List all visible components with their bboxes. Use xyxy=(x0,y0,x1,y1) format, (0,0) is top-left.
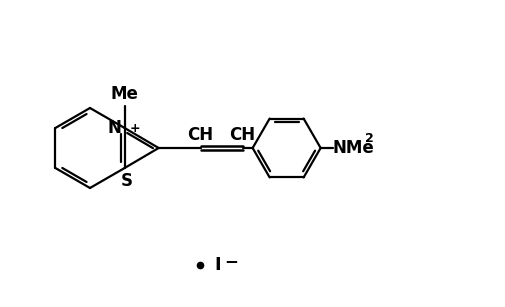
Text: S: S xyxy=(121,172,133,190)
Text: Me: Me xyxy=(111,85,138,103)
Text: N: N xyxy=(108,119,122,137)
Text: +: + xyxy=(130,122,140,135)
Text: I: I xyxy=(214,256,221,274)
Text: −: − xyxy=(224,252,238,270)
Text: CH: CH xyxy=(187,126,214,144)
Text: CH: CH xyxy=(230,126,256,144)
Text: NMe: NMe xyxy=(333,139,374,157)
Text: 2: 2 xyxy=(365,132,373,145)
